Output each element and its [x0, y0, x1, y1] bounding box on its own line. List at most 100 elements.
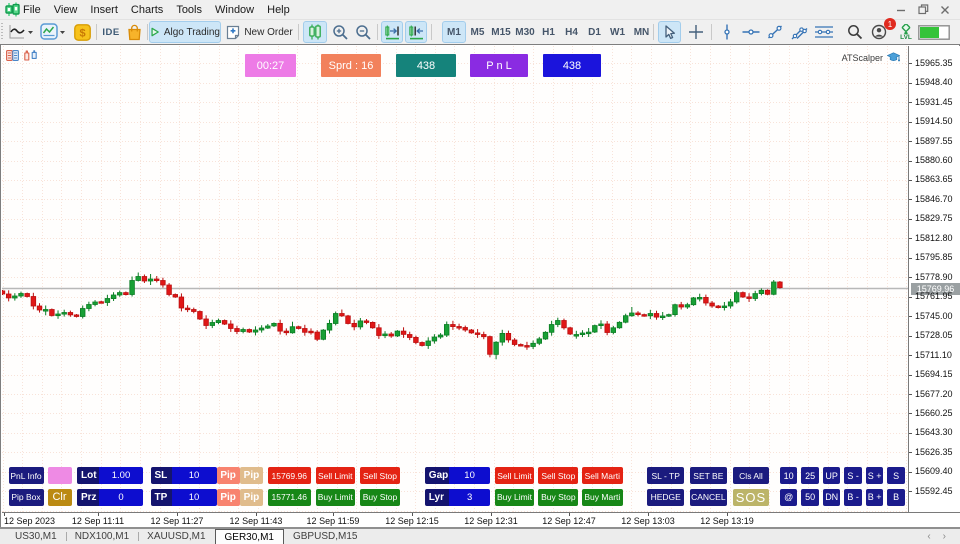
- cancel-button[interactable]: CANCEL: [690, 488, 727, 506]
- menu-view[interactable]: View: [53, 3, 78, 16]
- menu-insert[interactable]: Insert: [90, 3, 118, 16]
- chart-type-button[interactable]: [6, 21, 36, 43]
- close-all-button[interactable]: Cls All: [732, 467, 770, 484]
- menu-window[interactable]: Window: [215, 3, 255, 16]
- gap-field-value[interactable]: 10: [448, 467, 491, 484]
- timeframe-d1-button[interactable]: D1: [583, 21, 606, 43]
- pnl-button[interactable]: P n L: [470, 54, 528, 77]
- b-button[interactable]: B: [887, 488, 905, 506]
- minimize-button[interactable]: [890, 2, 912, 17]
- close-button[interactable]: [934, 2, 956, 17]
- market-button[interactable]: [124, 21, 144, 43]
- counter-sell-button[interactable]: 438: [396, 54, 456, 77]
- tp-pip-button[interactable]: Pip: [216, 488, 240, 506]
- depth-of-market-icon[interactable]: [6, 50, 19, 61]
- tp-pip-alt-button[interactable]: Pip: [239, 488, 264, 506]
- new-order-button[interactable]: New Order: [226, 21, 293, 43]
- buy-limit-2-button[interactable]: Buy Limit: [495, 488, 534, 506]
- menu-charts[interactable]: Charts: [130, 3, 164, 16]
- tab-xauusd-m1[interactable]: XAUUSD,M1: [147, 531, 206, 542]
- ide-button[interactable]: IDE: [102, 26, 120, 38]
- tab-us30-m1[interactable]: US30,M1: [6, 529, 67, 544]
- hedge-button[interactable]: HEDGE: [647, 488, 685, 506]
- tab-scroll-left[interactable]: ‹: [927, 531, 931, 542]
- menu-file[interactable]: File: [23, 3, 41, 16]
- sl-tp-button[interactable]: SL - TP: [647, 467, 685, 484]
- lyr-field-value[interactable]: 3: [448, 488, 491, 506]
- sl-pip-alt-button[interactable]: Pip: [239, 467, 264, 484]
- chart-plot-area[interactable]: 00:27 Sprd : 16 438 P n L 438 ATScalper PnL …: [2, 46, 908, 512]
- sell-limit-2-button[interactable]: Sell Limit: [495, 467, 534, 484]
- horizontal-line-tool-button[interactable]: [740, 21, 762, 43]
- restore-button[interactable]: [912, 2, 934, 17]
- search-button[interactable]: [845, 21, 865, 43]
- fibonacci-tool-button[interactable]: [812, 21, 836, 43]
- sell-stop-2-button[interactable]: Sell Stop: [538, 467, 579, 484]
- timeframe-w1-button[interactable]: W1: [606, 21, 629, 43]
- color-swatch-button[interactable]: [47, 467, 72, 484]
- channel-tool-button[interactable]: [788, 21, 810, 43]
- sell-price-button[interactable]: 15769.96: [268, 467, 311, 484]
- tab-scroll-right[interactable]: ›: [942, 531, 946, 542]
- tab-ger30-m1[interactable]: GER30,M1: [214, 529, 284, 544]
- pip-box-button[interactable]: Pip Box: [8, 488, 44, 506]
- sos-button[interactable]: SOS: [732, 488, 770, 506]
- sell-marti-button[interactable]: Sell Marti: [582, 467, 623, 484]
- shift-end-button[interactable]: [381, 21, 403, 43]
- s-button[interactable]: S: [887, 467, 905, 484]
- sl-pip-button[interactable]: Pip: [216, 467, 240, 484]
- up-button[interactable]: UP: [822, 467, 841, 484]
- cursor-tool-button[interactable]: [658, 21, 681, 43]
- buy-limit-button[interactable]: Buy Limit: [315, 488, 355, 506]
- buy-marti-button[interactable]: Buy Marti: [582, 488, 623, 506]
- price-axis[interactable]: 15769.96 15965.35 15948.40 15931.45 15914.5…: [908, 46, 960, 512]
- timeframe-h1-button[interactable]: H1: [537, 21, 560, 43]
- buy-stop-2-button[interactable]: Buy Stop: [538, 488, 579, 506]
- sell-limit-button[interactable]: Sell Limit: [315, 467, 355, 484]
- community-button[interactable]: 1: [868, 18, 896, 43]
- zoom-in-button[interactable]: [330, 21, 351, 43]
- sl-field-value[interactable]: 10: [171, 467, 217, 484]
- prz-field-value[interactable]: 0: [99, 488, 143, 506]
- buy-price-button[interactable]: 15771.46: [268, 488, 311, 506]
- s-minus-button[interactable]: S -: [844, 467, 862, 484]
- down-button[interactable]: DN: [822, 488, 841, 506]
- s-plus-button[interactable]: S +: [865, 467, 884, 484]
- menu-tools[interactable]: Tools: [176, 3, 202, 16]
- b-plus-button[interactable]: B +: [865, 488, 884, 506]
- at-button[interactable]: @: [779, 488, 798, 506]
- counter-buy-button[interactable]: 438: [543, 54, 601, 77]
- b-minus-button[interactable]: B -: [844, 488, 862, 506]
- tab-gbpusd-m15[interactable]: GBPUSD,M15: [292, 531, 358, 542]
- clear-button[interactable]: Clr: [47, 488, 72, 506]
- sell-stop-button[interactable]: Sell Stop: [360, 467, 400, 484]
- timeframe-h4-button[interactable]: H4: [560, 21, 583, 43]
- trendline-tool-button[interactable]: [764, 21, 786, 43]
- timeframe-m1-button[interactable]: M1: [442, 21, 466, 43]
- one-click-trading-icon[interactable]: [24, 50, 38, 61]
- currency-button[interactable]: $: [72, 21, 92, 43]
- indicator-button[interactable]: [38, 21, 68, 43]
- timeframe-m5-button[interactable]: M5: [466, 21, 489, 43]
- timeframe-mn-button[interactable]: MN: [629, 21, 654, 43]
- vertical-line-tool-button[interactable]: [716, 21, 738, 43]
- menu-help[interactable]: Help: [267, 3, 290, 16]
- tab-ndx100-m1[interactable]: NDX100,M1: [66, 529, 140, 544]
- timeframe-m15-button[interactable]: M15: [489, 21, 513, 43]
- step-50-button[interactable]: 50: [801, 488, 819, 506]
- bar-chart-mode-button[interactable]: [303, 21, 327, 43]
- step-10-button[interactable]: 10: [779, 467, 798, 484]
- pnl-info-button[interactable]: PnL Info: [8, 467, 44, 484]
- set-be-button[interactable]: SET BE: [690, 467, 727, 484]
- time-axis[interactable]: 12 Sep 2023 12 Sep 11:11 12 Sep 11:27 12 Se…: [2, 512, 960, 528]
- step-25-button[interactable]: 25: [801, 467, 819, 484]
- zoom-out-button[interactable]: [353, 21, 374, 43]
- crosshair-tool-button[interactable]: [684, 21, 707, 43]
- timer-button[interactable]: 00:27: [245, 54, 296, 77]
- algo-trading-button[interactable]: Algo Trading: [149, 21, 221, 43]
- buy-stop-button[interactable]: Buy Stop: [360, 488, 400, 506]
- timeframe-m30-button[interactable]: M30: [513, 21, 537, 43]
- spread-button[interactable]: Sprd : 16: [321, 54, 381, 77]
- tp-field-value[interactable]: 10: [171, 488, 217, 506]
- auto-scroll-button[interactable]: [405, 21, 427, 43]
